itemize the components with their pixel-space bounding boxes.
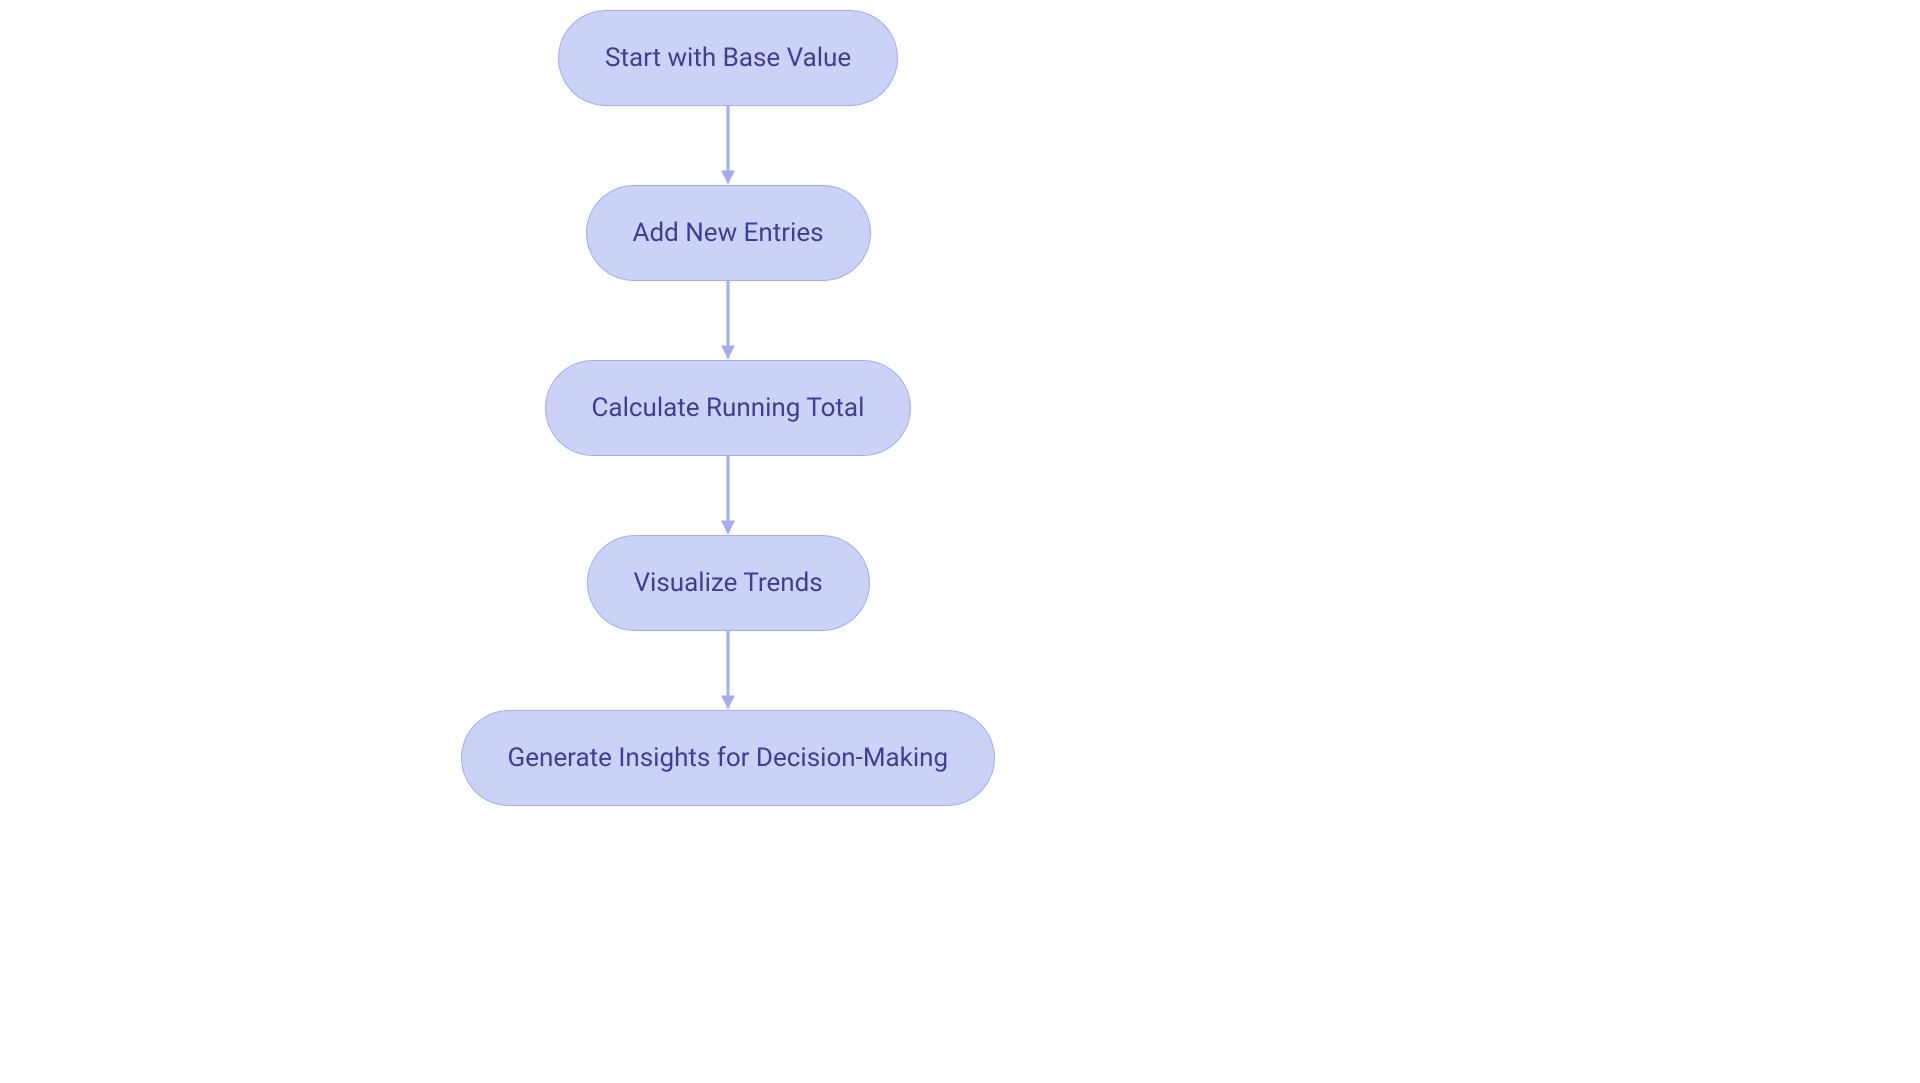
flowchart-node-n5: Generate Insights for Decision-Making <box>461 710 996 806</box>
node-label: Add New Entries <box>633 218 824 248</box>
flowchart-node-n2: Add New Entries <box>586 185 871 281</box>
node-label: Calculate Running Total <box>592 393 865 423</box>
flowchart-node-n3: Calculate Running Total <box>545 360 912 456</box>
flowchart-container: Start with Base Value Add New Entries Calc… <box>0 0 1920 1083</box>
node-label: Generate Insights for Decision-Making <box>508 743 949 773</box>
flowchart-edges <box>0 0 1920 1083</box>
node-label: Visualize Trends <box>634 568 823 598</box>
flowchart-node-n4: Visualize Trends <box>587 535 870 631</box>
node-label: Start with Base Value <box>605 43 851 73</box>
flowchart-node-n1: Start with Base Value <box>558 10 898 106</box>
